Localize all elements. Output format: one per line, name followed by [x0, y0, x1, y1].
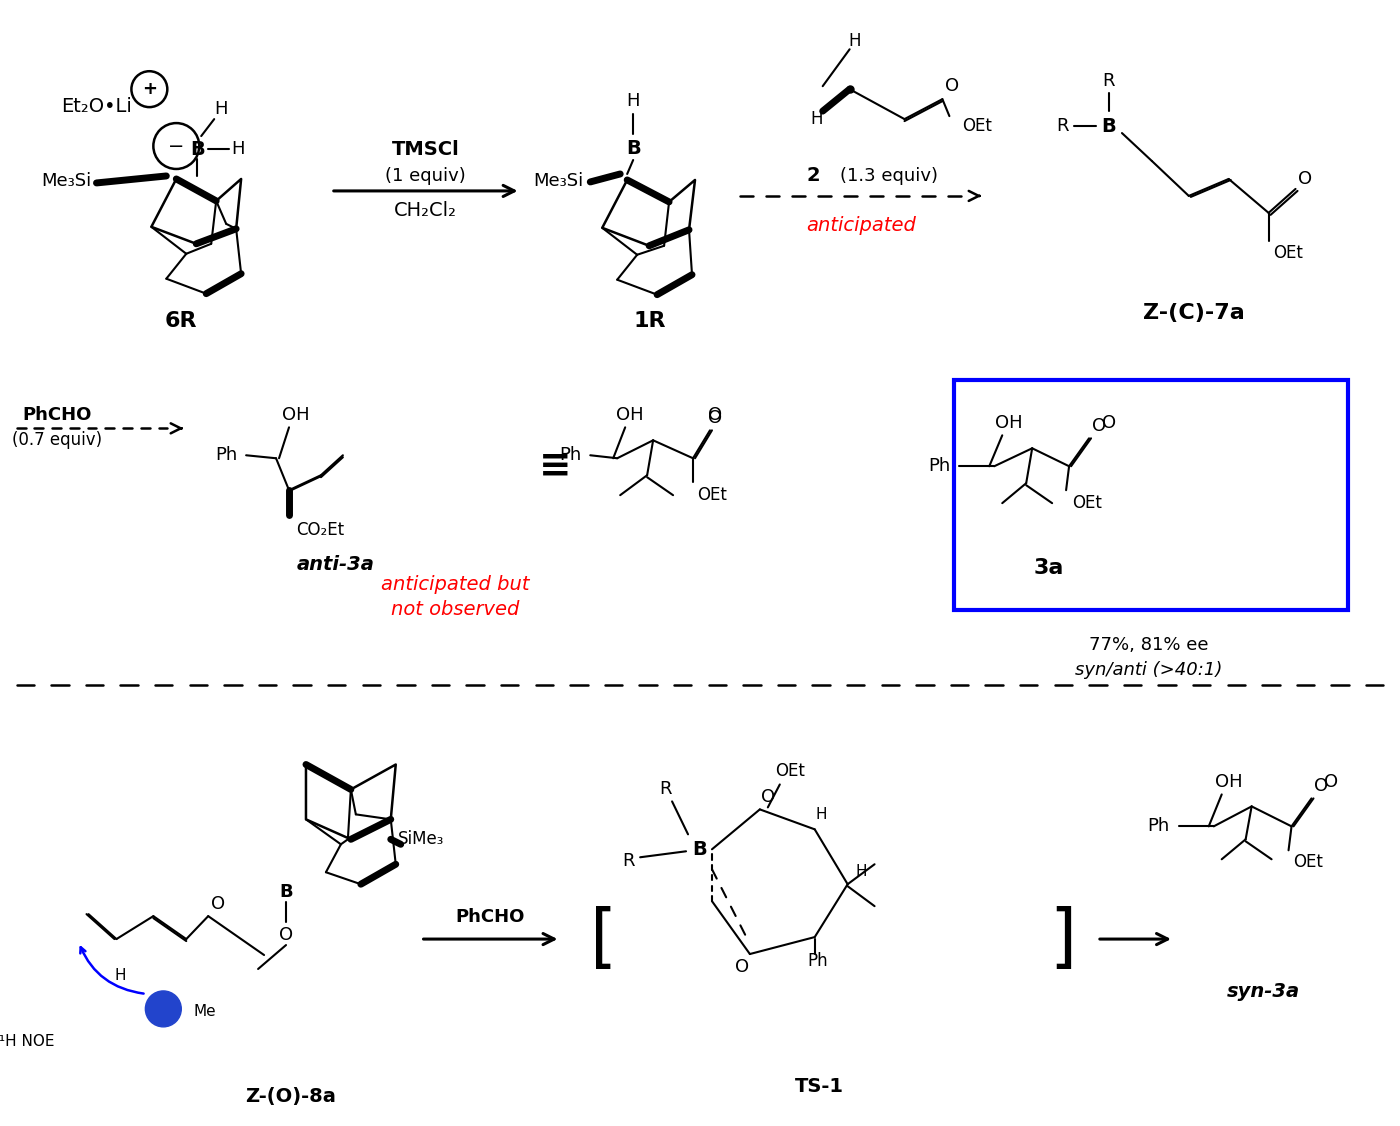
- Text: OH: OH: [616, 406, 644, 425]
- Text: (1 equiv): (1 equiv): [385, 167, 466, 185]
- Text: −: −: [168, 136, 185, 155]
- Text: OEt: OEt: [774, 762, 805, 780]
- Text: H: H: [848, 33, 861, 51]
- Text: O: O: [1092, 418, 1106, 436]
- Text: Me₃Si: Me₃Si: [533, 172, 584, 190]
- Text: O: O: [211, 895, 225, 913]
- Text: B: B: [279, 883, 293, 901]
- Text: OEt: OEt: [1274, 243, 1303, 261]
- Text: O: O: [735, 958, 749, 976]
- Text: SiMe₃: SiMe₃: [398, 830, 444, 848]
- Text: ≡: ≡: [539, 446, 571, 484]
- Text: Ph: Ph: [216, 446, 237, 464]
- Text: PhCHO: PhCHO: [22, 406, 91, 425]
- Text: Me: Me: [193, 1004, 216, 1019]
- Text: (1.3 equiv): (1.3 equiv): [840, 167, 938, 185]
- Text: anticipated: anticipated: [806, 216, 917, 235]
- Text: O: O: [1315, 777, 1329, 795]
- Text: 1R: 1R: [634, 311, 666, 331]
- Text: Et₂O•Li: Et₂O•Li: [62, 97, 133, 116]
- Text: 3a: 3a: [1035, 558, 1064, 578]
- Text: R: R: [659, 780, 672, 798]
- Text: O: O: [1298, 170, 1313, 188]
- Text: +: +: [141, 80, 157, 98]
- Text: 2: 2: [806, 167, 820, 186]
- Text: H: H: [214, 100, 228, 118]
- Text: syn/anti (>40:1): syn/anti (>40:1): [1075, 661, 1222, 679]
- Text: O: O: [1102, 414, 1116, 432]
- Text: Z-(C)-7a: Z-(C)-7a: [1142, 303, 1245, 323]
- Text: O: O: [1324, 774, 1338, 792]
- Text: TS-1: TS-1: [795, 1078, 844, 1097]
- Text: B: B: [1102, 117, 1116, 135]
- Text: OEt: OEt: [1072, 494, 1102, 512]
- Text: 77%, 81% ee: 77%, 81% ee: [1089, 636, 1208, 654]
- Text: H: H: [231, 140, 245, 158]
- Text: TMSCl: TMSCl: [392, 140, 459, 159]
- Text: OEt: OEt: [962, 117, 993, 135]
- Text: O: O: [708, 406, 722, 425]
- Text: ¹H NOE: ¹H NOE: [0, 1035, 55, 1049]
- Text: B: B: [626, 138, 641, 158]
- Text: OEt: OEt: [697, 486, 727, 504]
- Text: O: O: [760, 788, 774, 806]
- Text: O: O: [708, 410, 722, 428]
- Text: H: H: [115, 968, 126, 983]
- Text: 6R: 6R: [165, 311, 197, 331]
- Text: OH: OH: [1215, 774, 1243, 792]
- Text: syn-3a: syn-3a: [1226, 983, 1301, 1001]
- Text: H: H: [816, 807, 827, 822]
- Text: ]: ]: [1049, 905, 1077, 973]
- Text: B: B: [693, 840, 707, 859]
- Text: CH₂Cl₂: CH₂Cl₂: [395, 202, 458, 221]
- Text: Ph: Ph: [1148, 817, 1170, 835]
- Text: O: O: [945, 78, 959, 96]
- Text: CO₂Et: CO₂Et: [295, 521, 344, 539]
- Text: O: O: [279, 926, 293, 944]
- Text: Ph: Ph: [928, 457, 951, 475]
- Bar: [955, 381, 1348, 610]
- Text: (0.7 equiv): (0.7 equiv): [11, 431, 102, 449]
- Text: R: R: [622, 852, 634, 870]
- Text: [: [: [591, 905, 617, 973]
- Text: R: R: [1103, 72, 1116, 90]
- Text: anti-3a: anti-3a: [297, 555, 375, 574]
- Text: Me₃Si: Me₃Si: [41, 172, 91, 190]
- Circle shape: [146, 991, 181, 1027]
- Text: PhCHO: PhCHO: [456, 909, 525, 926]
- Text: OH: OH: [283, 406, 309, 425]
- Text: H: H: [855, 864, 868, 878]
- Text: B: B: [190, 140, 204, 159]
- Text: not observed: not observed: [392, 600, 519, 619]
- Text: Ph: Ph: [808, 951, 827, 969]
- Text: Z-(O)-8a: Z-(O)-8a: [245, 1088, 336, 1106]
- Text: H: H: [626, 92, 640, 110]
- Text: H: H: [811, 110, 823, 128]
- Text: Ph: Ph: [559, 446, 581, 464]
- Text: anticipated but: anticipated but: [381, 575, 529, 595]
- Text: OH: OH: [995, 414, 1023, 432]
- Text: R: R: [1056, 117, 1068, 135]
- Text: OEt: OEt: [1294, 854, 1323, 872]
